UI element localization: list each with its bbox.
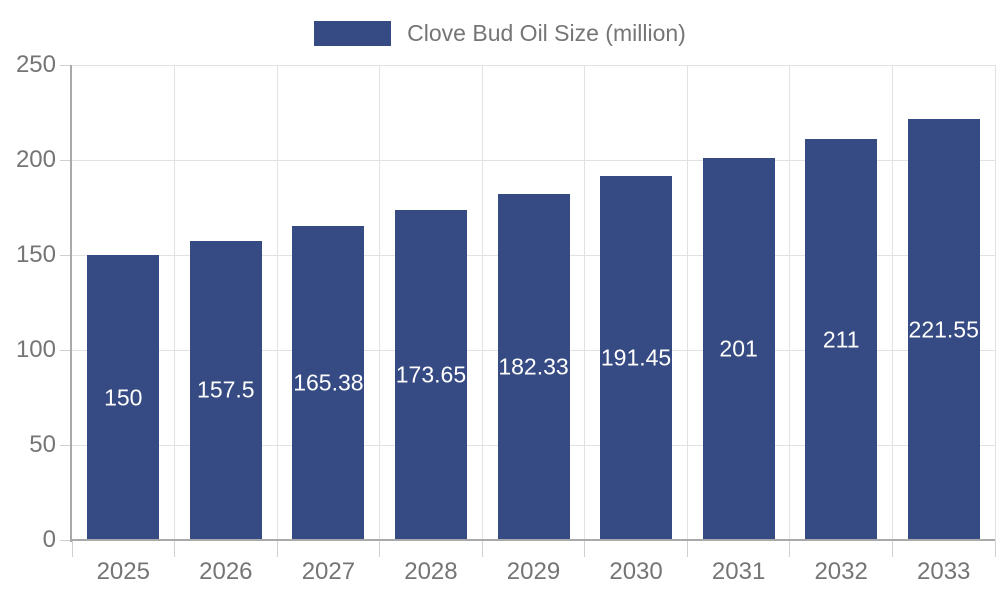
x-axis-label: 2027: [301, 558, 356, 585]
x-axis-tick: [994, 540, 996, 557]
x-axis-line: [70, 539, 995, 541]
bar-2026[interactable]: 157.5: [189, 240, 262, 540]
bar-2027[interactable]: 165.38: [292, 225, 365, 540]
bar-value-label: 191.45: [600, 344, 672, 371]
bar-2033[interactable]: 221.55: [907, 119, 980, 540]
bar-2029[interactable]: 182.33: [497, 193, 570, 540]
y-axis-tick: [60, 349, 72, 351]
y-axis-label: 0: [42, 526, 56, 553]
y-axis-line: [70, 65, 72, 542]
x-axis-label: 2031: [711, 558, 766, 585]
y-axis-tick: [60, 159, 72, 161]
y-axis-tick: [60, 444, 72, 446]
bar-value-label: 182.33: [498, 353, 569, 380]
legend-label: Clove Bud Oil Size (million): [407, 19, 686, 46]
bar-value-label: 150: [104, 384, 143, 410]
x-axis-tick: [584, 540, 586, 557]
x-axis-label: 2028: [404, 558, 458, 585]
x-axis-label: 2030: [609, 558, 663, 585]
y-axis-label: 150: [15, 241, 56, 268]
x-axis-tick: [379, 540, 381, 557]
gridline-horizontal: [72, 159, 995, 161]
x-axis-label: 2033: [917, 558, 971, 585]
x-axis-tick: [174, 540, 176, 557]
gridline-vertical: [174, 65, 176, 540]
gridline-vertical: [789, 65, 791, 540]
gridline-vertical: [481, 65, 483, 540]
bar-value-label: 221.55: [908, 316, 979, 343]
gridline-vertical: [276, 65, 278, 540]
bar-2030[interactable]: 191.45: [600, 176, 673, 540]
bar-2032[interactable]: 211: [805, 139, 878, 540]
legend-swatch: [314, 20, 392, 46]
x-axis-tick: [686, 540, 688, 557]
y-axis-label: 100: [15, 336, 56, 363]
legend-item[interactable]: Clove Bud Oil Size (million): [0, 16, 1000, 50]
y-axis-tick: [60, 539, 72, 541]
x-axis-label: 2025: [96, 558, 150, 585]
x-axis-tick: [481, 540, 483, 557]
gridline-horizontal: [72, 64, 995, 66]
gridline-vertical: [379, 65, 381, 540]
y-axis-label: 200: [15, 146, 56, 173]
x-axis-tick: [71, 540, 73, 557]
y-axis-label: 250: [15, 51, 56, 78]
x-axis-tick: [789, 540, 791, 557]
x-axis-label: 2029: [506, 558, 561, 585]
bar-2025[interactable]: 150: [87, 255, 160, 540]
bar-value-label: 201: [719, 335, 758, 362]
x-axis-tick: [891, 540, 893, 557]
x-axis-label: 2032: [814, 558, 868, 585]
gridline-vertical: [994, 65, 996, 540]
bar-value-label: 211: [822, 326, 860, 353]
y-axis-label: 50: [29, 431, 56, 458]
x-axis-label: 2026: [199, 558, 253, 585]
y-axis-tick: [60, 64, 72, 66]
bar-value-label: 173.65: [395, 361, 467, 388]
bar-value-label: 165.38: [293, 369, 364, 396]
gridline-vertical: [584, 65, 586, 540]
bar-value-label: 157.5: [197, 376, 255, 403]
x-axis-tick: [276, 540, 278, 557]
bar-2031[interactable]: 201: [702, 158, 775, 540]
bar-2028[interactable]: 173.65: [394, 210, 467, 540]
gridline-vertical: [891, 65, 893, 540]
gridline-vertical: [686, 65, 688, 540]
y-axis-tick: [60, 254, 72, 256]
